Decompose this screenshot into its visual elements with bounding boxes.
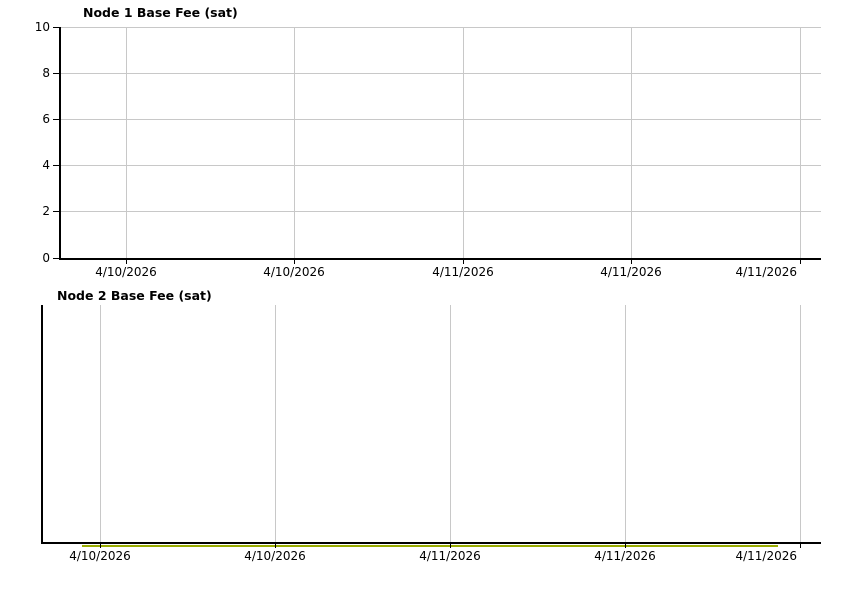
chart-1-xlabel-1: 4/10/2026 [95, 265, 157, 279]
chart-1-ytick-4 [53, 165, 59, 166]
chart-1-x-axis-line [59, 258, 821, 260]
chart-1-ylabel-2: 2 [42, 204, 50, 218]
chart-2-xtick-1 [100, 542, 101, 548]
chart-1-xlabel-2: 4/10/2026 [263, 265, 325, 279]
chart-2-gridline-x-2 [275, 305, 276, 543]
chart-1-gridline-y-6 [60, 119, 821, 120]
chart-1-xlabel-4: 4/11/2026 [600, 265, 662, 279]
chart-2-gridline-x-1 [100, 305, 101, 543]
chart-1-ytick-2 [53, 211, 59, 212]
chart-2-xtick-3 [450, 542, 451, 548]
chart-1-gridline-x-1 [126, 27, 127, 258]
chart-1-ylabel-8: 8 [42, 66, 50, 80]
chart-2-y-axis-line [41, 305, 43, 544]
chart-1-title: Node 1 Base Fee (sat) [83, 5, 238, 20]
chart-1-ytick-10 [53, 27, 59, 28]
chart-1-xtick-3 [463, 258, 464, 264]
chart-panel-node-1: Node 1 Base Fee (sat) [0, 0, 860, 282]
chart-1-gridline-y-2 [60, 211, 821, 212]
chart-2-gridline-x-4 [625, 305, 626, 543]
chart-2-gridline-x-3 [450, 305, 451, 543]
chart-1-ylabel-6: 6 [42, 112, 50, 126]
chart-2-xlabel-3: 4/11/2026 [419, 549, 481, 563]
chart-1-ylabel-10: 10 [34, 20, 50, 34]
chart-1-gridline-y-8 [60, 73, 821, 74]
chart-2-series-node-2-base-fee [82, 545, 778, 547]
chart-1-ytick-8 [53, 73, 59, 74]
chart-1-xtick-2 [294, 258, 295, 264]
chart-1-xtick-1 [126, 258, 127, 264]
chart-1-gridline-x-4 [631, 27, 632, 258]
chart-2-plot-area: 4/10/2026 4/10/2026 4/11/2026 4/11/2026 … [0, 282, 860, 600]
chart-1-xtick-5 [800, 258, 801, 264]
chart-1-ylabel-4: 4 [42, 158, 50, 172]
chart-1-gridline-x-3 [463, 27, 464, 258]
chart-1-xlabel-3: 4/11/2026 [432, 265, 494, 279]
chart-1-xlabel-5: 4/11/2026 [735, 265, 797, 279]
chart-1-plot-area: 10 8 6 4 2 0 4/10/2026 4/10/2026 4/11/20… [0, 0, 860, 282]
chart-2-xtick-2 [275, 542, 276, 548]
chart-1-gridline-y-4 [60, 165, 821, 166]
chart-2-xlabel-4: 4/11/2026 [594, 549, 656, 563]
chart-1-gridline-y-10 [60, 27, 821, 28]
chart-1-xtick-4 [631, 258, 632, 264]
chart-1-gridline-x-2 [294, 27, 295, 258]
chart-1-ytick-6 [53, 119, 59, 120]
chart-panel-node-2: Node 2 Base Fee (sat) 4/10/2026 4/10/202… [0, 282, 860, 600]
chart-1-y-axis-line [59, 27, 61, 260]
chart-2-xlabel-5: 4/11/2026 [735, 549, 797, 563]
chart-2-xlabel-1: 4/10/2026 [69, 549, 131, 563]
chart-2-xtick-4 [625, 542, 626, 548]
chart-2-xlabel-2: 4/10/2026 [244, 549, 306, 563]
chart-1-gridline-x-5 [800, 27, 801, 258]
chart-2-title: Node 2 Base Fee (sat) [57, 288, 212, 303]
chart-2-x-axis-line [41, 542, 821, 544]
chart-2-xtick-5 [800, 542, 801, 548]
chart-2-gridline-x-5 [800, 305, 801, 543]
chart-1-ylabel-0: 0 [42, 251, 50, 265]
chart-1-ytick-0 [53, 258, 59, 259]
